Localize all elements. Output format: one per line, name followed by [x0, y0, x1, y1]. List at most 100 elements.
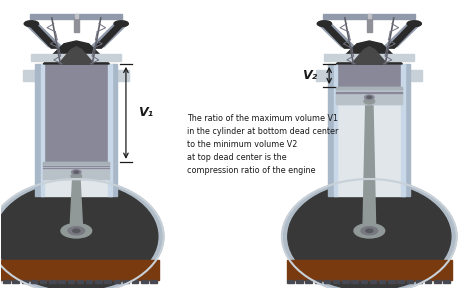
- Bar: [40, 280, 46, 283]
- Bar: [324, 280, 330, 283]
- Bar: [109, 64, 112, 196]
- Ellipse shape: [74, 171, 79, 173]
- Bar: [416, 280, 422, 283]
- Bar: [86, 280, 92, 283]
- Ellipse shape: [318, 21, 331, 27]
- Polygon shape: [363, 101, 376, 231]
- Ellipse shape: [364, 99, 374, 104]
- Bar: [41, 64, 112, 196]
- Bar: [334, 64, 405, 196]
- Ellipse shape: [407, 21, 421, 27]
- Ellipse shape: [71, 174, 82, 179]
- Bar: [351, 280, 358, 283]
- Bar: [43, 162, 109, 164]
- Polygon shape: [352, 47, 387, 64]
- Bar: [370, 280, 376, 283]
- Bar: [397, 280, 404, 283]
- Polygon shape: [387, 26, 416, 48]
- Ellipse shape: [319, 22, 329, 25]
- Ellipse shape: [407, 21, 421, 27]
- Ellipse shape: [288, 183, 451, 289]
- Bar: [315, 280, 321, 283]
- Text: V₁: V₁: [138, 106, 153, 119]
- Bar: [58, 280, 65, 283]
- Polygon shape: [30, 26, 59, 48]
- Bar: [368, 14, 371, 18]
- Bar: [114, 280, 120, 283]
- Bar: [74, 17, 79, 32]
- Bar: [305, 280, 312, 283]
- Bar: [31, 280, 37, 283]
- Bar: [367, 17, 372, 32]
- Ellipse shape: [361, 227, 378, 235]
- Bar: [434, 280, 440, 283]
- Bar: [333, 280, 339, 283]
- Bar: [43, 64, 109, 162]
- Ellipse shape: [354, 224, 385, 238]
- Ellipse shape: [318, 21, 331, 27]
- Bar: [379, 280, 385, 283]
- Bar: [12, 280, 19, 283]
- Bar: [342, 280, 349, 283]
- Bar: [35, 64, 41, 196]
- Polygon shape: [91, 24, 128, 47]
- Ellipse shape: [0, 183, 158, 289]
- Bar: [41, 64, 44, 196]
- Bar: [31, 54, 121, 61]
- Bar: [43, 162, 109, 179]
- Bar: [323, 14, 415, 19]
- Polygon shape: [25, 24, 62, 47]
- Bar: [0, 260, 159, 280]
- Bar: [388, 280, 394, 283]
- Bar: [150, 280, 157, 283]
- Bar: [49, 280, 55, 283]
- Ellipse shape: [365, 95, 374, 100]
- Ellipse shape: [117, 22, 126, 25]
- Polygon shape: [94, 26, 123, 48]
- Polygon shape: [43, 41, 109, 64]
- Bar: [118, 70, 129, 81]
- Bar: [95, 280, 101, 283]
- Bar: [23, 70, 35, 81]
- Polygon shape: [70, 176, 82, 231]
- Bar: [68, 280, 74, 283]
- Bar: [334, 64, 337, 196]
- Bar: [336, 87, 402, 104]
- Polygon shape: [384, 24, 421, 47]
- Bar: [77, 280, 83, 283]
- Ellipse shape: [27, 22, 36, 25]
- Polygon shape: [336, 41, 402, 64]
- Bar: [328, 64, 334, 196]
- Bar: [407, 280, 413, 283]
- Ellipse shape: [282, 179, 457, 289]
- Bar: [324, 54, 414, 61]
- Bar: [401, 64, 405, 196]
- Ellipse shape: [68, 227, 84, 235]
- Bar: [22, 280, 28, 283]
- Ellipse shape: [61, 224, 91, 238]
- Bar: [317, 70, 328, 81]
- Ellipse shape: [73, 229, 80, 233]
- Bar: [112, 64, 118, 196]
- Text: The ratio of the maximum volume V1
in the cylinder at bottom dead center
to the : The ratio of the maximum volume V1 in th…: [187, 114, 339, 175]
- Ellipse shape: [114, 21, 128, 27]
- Bar: [336, 87, 402, 89]
- Bar: [410, 70, 422, 81]
- Bar: [141, 280, 147, 283]
- Bar: [132, 280, 138, 283]
- Bar: [30, 14, 122, 19]
- Bar: [296, 280, 303, 283]
- Ellipse shape: [0, 179, 164, 289]
- Text: V₂: V₂: [302, 69, 318, 82]
- Bar: [361, 280, 367, 283]
- Bar: [336, 94, 402, 104]
- Ellipse shape: [114, 21, 128, 27]
- Ellipse shape: [24, 21, 38, 27]
- Bar: [425, 280, 431, 283]
- Ellipse shape: [367, 96, 372, 99]
- Bar: [75, 14, 78, 18]
- Ellipse shape: [72, 170, 81, 175]
- Bar: [43, 169, 109, 179]
- Polygon shape: [323, 26, 352, 48]
- Ellipse shape: [24, 21, 38, 27]
